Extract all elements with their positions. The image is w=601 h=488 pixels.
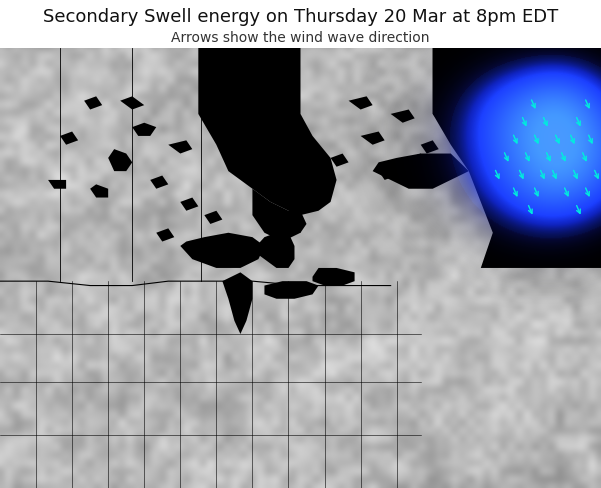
Polygon shape xyxy=(373,154,469,189)
Text: Arrows show the wind wave direction: Arrows show the wind wave direction xyxy=(171,31,430,45)
Polygon shape xyxy=(156,229,174,242)
Polygon shape xyxy=(60,132,78,145)
Polygon shape xyxy=(132,123,156,137)
Polygon shape xyxy=(264,282,319,299)
Polygon shape xyxy=(391,110,415,123)
Polygon shape xyxy=(313,268,355,286)
Polygon shape xyxy=(198,49,337,216)
Text: Secondary Swell energy on Thursday 20 Mar at 8pm EDT: Secondary Swell energy on Thursday 20 Ma… xyxy=(43,8,558,26)
Polygon shape xyxy=(48,181,66,189)
Polygon shape xyxy=(180,233,264,268)
Polygon shape xyxy=(90,185,108,198)
Polygon shape xyxy=(276,211,307,233)
Polygon shape xyxy=(180,198,198,211)
Polygon shape xyxy=(409,154,427,167)
Polygon shape xyxy=(433,49,601,268)
Polygon shape xyxy=(120,97,144,110)
Polygon shape xyxy=(150,176,168,189)
Polygon shape xyxy=(361,132,385,145)
Polygon shape xyxy=(252,233,294,268)
Polygon shape xyxy=(84,97,102,110)
Polygon shape xyxy=(379,167,397,181)
Polygon shape xyxy=(433,49,601,145)
Polygon shape xyxy=(108,150,132,172)
Polygon shape xyxy=(222,273,252,334)
Polygon shape xyxy=(349,97,373,110)
Polygon shape xyxy=(331,154,349,167)
Polygon shape xyxy=(252,189,300,242)
Polygon shape xyxy=(204,211,222,224)
Polygon shape xyxy=(168,141,192,154)
Polygon shape xyxy=(421,141,439,154)
